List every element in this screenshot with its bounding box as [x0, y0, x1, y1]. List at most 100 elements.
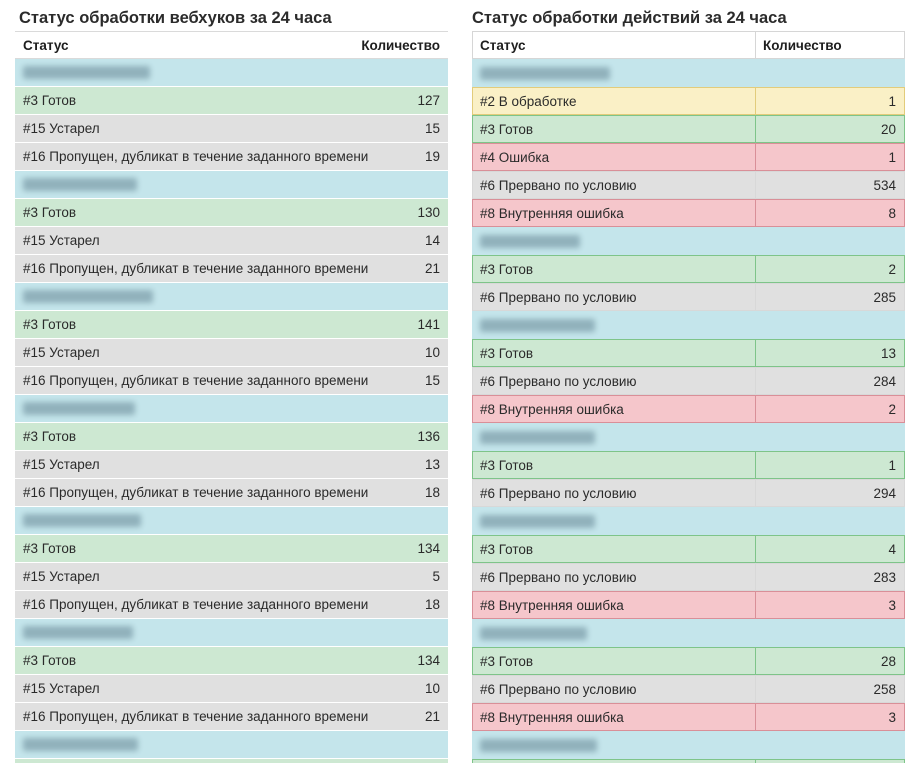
- status-row: #8 Внутренняя ошибка 2: [472, 395, 905, 423]
- group-header-row: [472, 619, 905, 647]
- status-row: #4 Ошибка 1: [472, 143, 905, 171]
- status-label: #3 Готов: [23, 541, 77, 556]
- status-row: #15 Устарел 14: [15, 227, 448, 254]
- status-count: 3: [755, 592, 904, 618]
- status-count: 15: [424, 121, 440, 136]
- status-row: #16 Пропущен, дубликат в течение заданно…: [15, 367, 448, 394]
- webhooks-status-table: Статус обработки вебхуков за 24 часа Ста…: [15, 0, 448, 763]
- status-label: #15 Устарел: [23, 121, 100, 136]
- status-label: #16 Пропущен, дубликат в течение заданно…: [23, 373, 369, 388]
- status-row: [15, 759, 448, 763]
- status-count: 10: [424, 681, 440, 696]
- status-label: #3 Готов: [23, 93, 77, 108]
- status-count: 3: [755, 704, 904, 730]
- status-count: 1: [755, 452, 904, 478]
- column-header-status: Статус: [480, 37, 526, 53]
- status-count: 283: [755, 564, 904, 590]
- status-label: #6 Прервано по условию: [480, 681, 637, 697]
- status-label: #15 Устарел: [23, 345, 100, 360]
- status-row: #15 Устарел 13: [15, 451, 448, 478]
- status-count: 4: [755, 536, 904, 562]
- status-label: #16 Пропущен, дубликат в течение заданно…: [23, 261, 369, 276]
- status-row: #3 Готов 136: [15, 423, 448, 450]
- status-row: #3 Готов 134: [15, 535, 448, 562]
- status-count: 534: [755, 172, 904, 198]
- status-label: #3 Готов: [23, 205, 77, 220]
- status-count: 285: [755, 284, 904, 310]
- status-count: 127: [417, 93, 440, 108]
- status-label: #2 В обработке: [480, 93, 577, 109]
- status-count: 5: [432, 569, 440, 584]
- status-count: 136: [417, 429, 440, 444]
- column-header-count: Количество: [755, 32, 904, 58]
- status-label: #3 Готов: [23, 429, 77, 444]
- group-header-row: [15, 507, 448, 534]
- status-row: #8 Внутренняя ошибка 8: [472, 199, 905, 227]
- status-row: [472, 759, 905, 763]
- status-label: #3 Готов: [480, 653, 534, 669]
- status-count: 141: [417, 317, 440, 332]
- redacted-group-name: [23, 178, 137, 191]
- status-row: #16 Пропущен, дубликат в течение заданно…: [15, 255, 448, 282]
- status-row: #6 Прервано по условию 284: [472, 367, 905, 395]
- status-label: #3 Готов: [480, 121, 534, 137]
- table-header: Статус Количество: [15, 31, 448, 59]
- status-count: 1: [755, 144, 904, 170]
- status-row: #3 Готов 4: [472, 535, 905, 563]
- status-row: #6 Прервано по условию 283: [472, 563, 905, 591]
- status-row: #6 Прервано по условию 294: [472, 479, 905, 507]
- status-label: #6 Прервано по условию: [480, 289, 637, 305]
- status-label: #6 Прервано по условию: [480, 373, 637, 389]
- status-count: 134: [417, 541, 440, 556]
- redacted-group-name: [23, 402, 135, 415]
- status-row: #15 Устарел 5: [15, 563, 448, 590]
- group-header-row: [15, 59, 448, 86]
- status-row: #3 Готов 28: [472, 647, 905, 675]
- column-header-count: Количество: [361, 37, 440, 53]
- status-count: 18: [424, 485, 440, 500]
- status-count: 21: [424, 709, 440, 724]
- redacted-group-name: [23, 738, 138, 751]
- status-row: #2 В обработке 1: [472, 87, 905, 115]
- status-count: 19: [424, 149, 440, 164]
- group-header-row: [472, 59, 905, 87]
- status-count: 15: [424, 373, 440, 388]
- status-row: #3 Готов 130: [15, 199, 448, 226]
- table-body: #2 В обработке 1 #3 Готов 20 #4 Ошибка 1 #6 Пр…: [472, 59, 905, 763]
- group-header-row: [472, 731, 905, 759]
- group-header-row: [15, 395, 448, 422]
- status-count: 130: [417, 205, 440, 220]
- status-row: #6 Прервано по условию 534: [472, 171, 905, 199]
- status-row: #3 Готов 127: [15, 87, 448, 114]
- group-header-row: [472, 507, 905, 535]
- status-row: #15 Устарел 10: [15, 339, 448, 366]
- status-label: #3 Готов: [480, 457, 534, 473]
- status-count: 13: [424, 457, 440, 472]
- status-count: 14: [424, 233, 440, 248]
- redacted-group-name: [480, 430, 595, 444]
- status-label: #16 Пропущен, дубликат в течение заданно…: [23, 485, 369, 500]
- status-row: #16 Пропущен, дубликат в течение заданно…: [15, 479, 448, 506]
- table-title: Статус обработки вебхуков за 24 часа: [19, 9, 332, 27]
- status-label: #6 Прервано по условию: [480, 485, 637, 501]
- status-row: #6 Прервано по условию 258: [472, 675, 905, 703]
- redacted-group-name: [23, 290, 153, 303]
- status-label: #3 Готов: [480, 261, 534, 277]
- redacted-group-name: [23, 66, 150, 79]
- redacted-group-name: [23, 626, 133, 639]
- status-label: #4 Ошибка: [480, 149, 550, 165]
- status-row: #16 Пропущен, дубликат в течение заданно…: [15, 703, 448, 730]
- status-label: #15 Устарел: [23, 569, 100, 584]
- group-header-row: [472, 227, 905, 255]
- redacted-group-name: [480, 66, 610, 80]
- status-label: #8 Внутренняя ошибка: [480, 709, 624, 725]
- status-count: 13: [755, 340, 904, 366]
- status-label: #16 Пропущен, дубликат в течение заданно…: [23, 149, 369, 164]
- status-row: #6 Прервано по условию 285: [472, 283, 905, 311]
- table-title: Статус обработки действий за 24 часа: [472, 9, 787, 27]
- group-header-row: [15, 731, 448, 758]
- table-body: #3 Готов 127 #15 Устарел 15 #16 Пропущен, ду…: [15, 59, 448, 763]
- group-header-row: [15, 171, 448, 198]
- status-label: #6 Прервано по условию: [480, 569, 637, 585]
